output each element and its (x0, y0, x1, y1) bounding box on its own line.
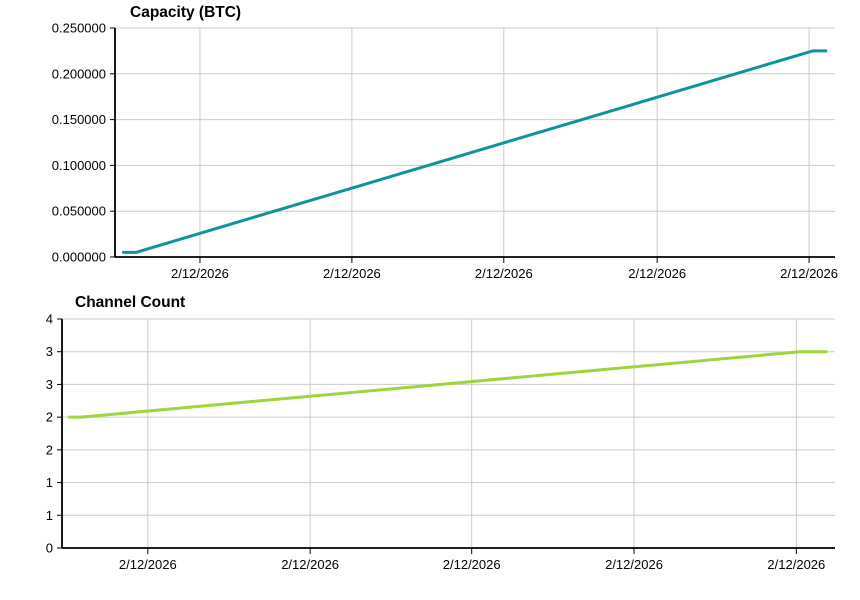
y-tick-label: 0.050000 (52, 204, 106, 219)
x-tick-label: 2/12/2026 (443, 557, 501, 572)
x-tick-label: 2/12/2026 (323, 266, 381, 281)
x-tick-label: 2/12/2026 (171, 266, 229, 281)
y-tick-label: 3 (46, 344, 53, 359)
y-tick-label: 2 (46, 442, 53, 457)
y-tick-label: 0.250000 (52, 21, 106, 36)
x-tick-label: 2/12/2026 (767, 557, 825, 572)
y-tick-label: 1 (46, 508, 53, 523)
y-tick-label: 0.000000 (52, 250, 106, 265)
x-tick-label: 2/12/2026 (475, 266, 533, 281)
x-tick-label: 2/12/2026 (281, 557, 339, 572)
y-tick-label: 1 (46, 475, 53, 490)
channel-count-chart-title: Channel Count (75, 294, 186, 311)
y-tick-label: 0.150000 (52, 112, 106, 127)
x-tick-label: 2/12/2026 (628, 266, 686, 281)
channel-count-line (68, 350, 828, 419)
x-tick-label: 2/12/2026 (605, 557, 663, 572)
x-tick-label: 2/12/2026 (780, 266, 838, 281)
capacity-chart: Capacity (BTC) 0.250000 0.200000 0.150000 0… (0, 0, 860, 290)
y-tick-label: 3 (46, 377, 53, 392)
capacity-chart-svg: 0.250000 0.200000 0.150000 0.100000 0.050000… (52, 21, 838, 282)
capacity-chart-title: Capacity (BTC) (130, 4, 242, 21)
y-tick-label: 2 (46, 410, 53, 425)
channel-count-chart-svg: 4 3 3 2 2 1 1 0 2/12/2026 2/12/2026 2/12/2026 2/12/… (46, 312, 835, 572)
x-tick-label: 2/12/2026 (119, 557, 177, 572)
y-tick-label: 0.200000 (52, 66, 106, 81)
capacity-btc-line (122, 49, 828, 254)
y-tick-label: 0 (46, 541, 53, 556)
y-tick-label: 4 (46, 312, 53, 327)
y-tick-label: 0.100000 (52, 158, 106, 173)
channel-count-chart: Channel Count 4 3 3 2 2 1 1 0 2/12/2026 2/12/2026… (0, 290, 860, 600)
